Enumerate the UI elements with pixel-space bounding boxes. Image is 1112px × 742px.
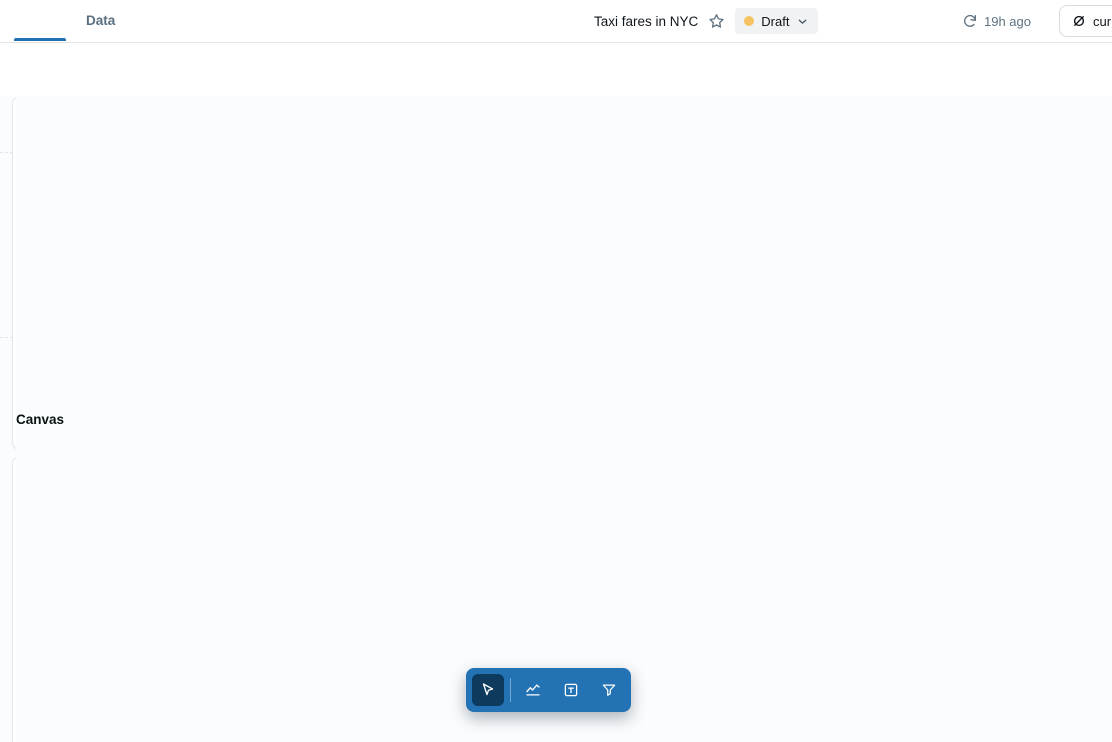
tool-text-button[interactable] bbox=[555, 674, 587, 706]
page-title: Taxi fares in NYC bbox=[594, 13, 699, 29]
refresh-icon[interactable] bbox=[962, 13, 978, 29]
current-view-button[interactable]: cur bbox=[1059, 5, 1112, 37]
tool-filter-button[interactable] bbox=[593, 674, 625, 706]
toolbar-divider bbox=[510, 678, 511, 702]
current-view-label: cur bbox=[1093, 13, 1112, 29]
cursor-pointer-icon bbox=[479, 681, 497, 699]
page-toolbar: Untitled page bbox=[0, 42, 1112, 128]
text-box-icon bbox=[562, 681, 580, 699]
active-tab-underline bbox=[14, 38, 66, 41]
tool-select-button[interactable] bbox=[472, 674, 504, 706]
star-icon[interactable] bbox=[707, 12, 726, 31]
tab-canvas[interactable]: Canvas bbox=[16, 96, 1112, 742]
refresh-group: 19h ago bbox=[962, 0, 1031, 42]
document-title-group: Taxi fares in NYC Draft bbox=[594, 0, 819, 42]
tab-data-label: Data bbox=[86, 13, 116, 28]
line-chart-icon bbox=[524, 681, 542, 699]
status-label: Draft bbox=[761, 13, 790, 29]
tool-chart-button[interactable] bbox=[517, 674, 549, 706]
chevron-down-icon bbox=[796, 15, 809, 28]
last-refresh-label: 19h ago bbox=[984, 13, 1031, 29]
draft-dot-icon bbox=[744, 16, 755, 26]
funnel-icon bbox=[600, 681, 618, 699]
eye-slash-icon bbox=[1072, 14, 1086, 28]
tab-canvas-label: Canvas bbox=[16, 411, 65, 427]
floating-toolbar bbox=[466, 668, 631, 712]
status-badge[interactable]: Draft bbox=[735, 8, 819, 34]
tab-data[interactable]: Data bbox=[86, 0, 115, 41]
